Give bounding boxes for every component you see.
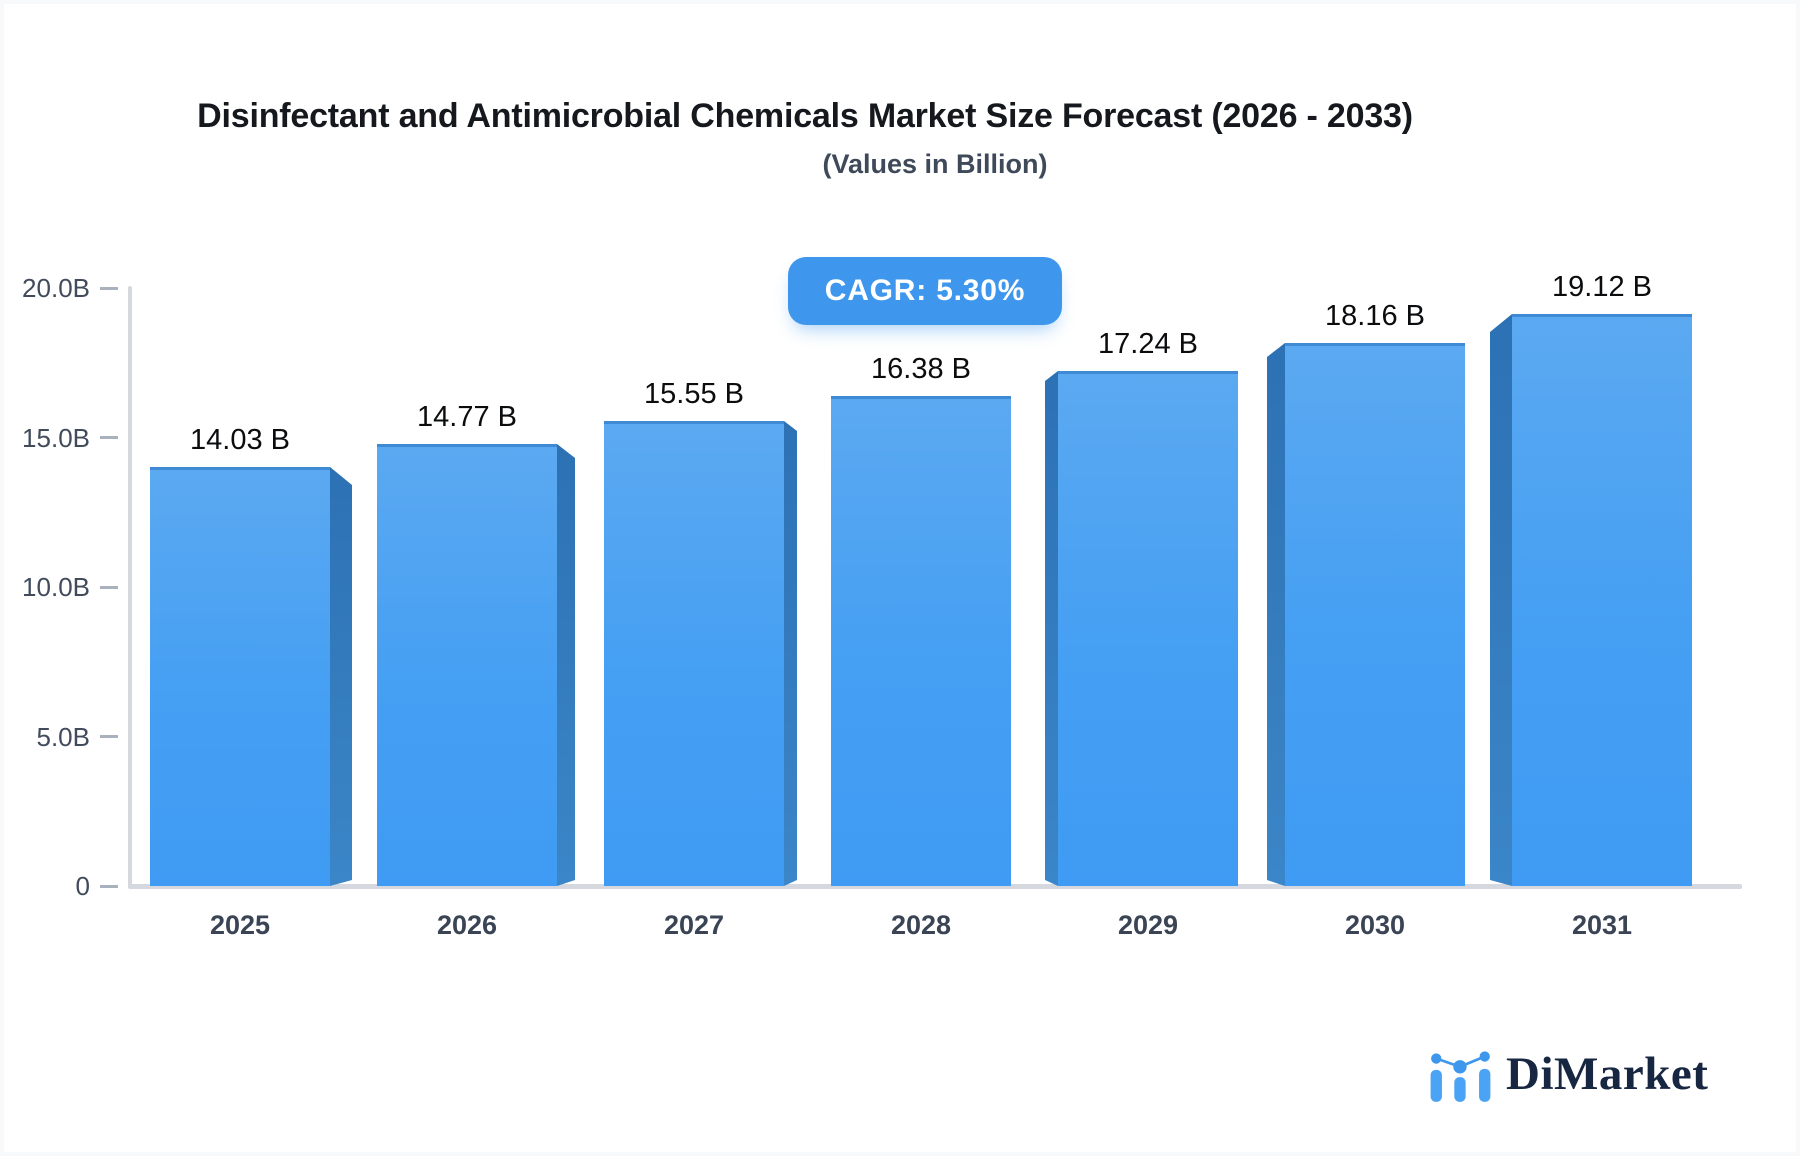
- y-tick-mark: [100, 585, 118, 589]
- bar-3d-side-2025: [330, 467, 352, 886]
- bar-2028: [831, 396, 1011, 886]
- chart-title: Disinfectant and Antimicrobial Chemicals…: [197, 97, 1413, 135]
- bar-value-label-2025: 14.03 B: [190, 424, 290, 456]
- bar-value-label-2026: 14.77 B: [417, 401, 517, 433]
- cagr-badge-label: CAGR: 5.30%: [824, 274, 1026, 307]
- brand-logo: DiMarket: [1428, 1038, 1708, 1110]
- y-axis-line: [128, 286, 132, 888]
- x-axis-line: [128, 884, 1742, 889]
- x-tick-label-2026: 2026: [436, 910, 498, 940]
- bar-value-label-2030: 18.16 B: [1325, 300, 1425, 332]
- bar-value-label-2027: 15.55 B: [644, 378, 744, 410]
- y-tick-mark: [100, 286, 118, 290]
- y-tick-mark: [100, 436, 118, 439]
- cagr-badge: CAGR: 5.30%: [788, 257, 1062, 325]
- bar-2029: [1058, 371, 1238, 886]
- chart-subtitle: (Values in Billion): [822, 149, 1048, 179]
- mini-bar-line-chart-icon: [1430, 1051, 1491, 1102]
- bar-2025: [150, 467, 330, 886]
- bar-value-label-2028: 16.38 B: [871, 353, 971, 385]
- x-tick-label-2025: 2025: [209, 910, 271, 940]
- bar-2030: [1285, 343, 1465, 886]
- bar-3d-side-2029: [1045, 371, 1058, 886]
- x-tick-label-2030: 2030: [1344, 910, 1406, 940]
- y-tick-label: 20.0B: [22, 273, 90, 303]
- bar-3d-side-2031: [1490, 314, 1512, 886]
- bar-3d-side-2026: [557, 444, 575, 886]
- y-tick-label: 15.0B: [22, 422, 90, 453]
- bar-3d-side-2030: [1267, 343, 1285, 886]
- bar-value-label-2031: 19.12 B: [1552, 271, 1652, 303]
- x-tick-label-2029: 2029: [1117, 910, 1179, 940]
- y-tick-mark: [100, 735, 118, 738]
- x-tick-label-2031: 2031: [1571, 910, 1633, 940]
- bar-2031: [1512, 314, 1692, 886]
- brand-logo-text: DiMarket: [1506, 1048, 1709, 1100]
- bar-2026: [377, 444, 557, 886]
- y-tick-label: 5.0B: [36, 721, 91, 752]
- y-tick-mark: [100, 884, 118, 888]
- x-tick-label-2027: 2027: [663, 910, 725, 940]
- bar-3d-side-2027: [784, 421, 797, 886]
- bar-2027: [604, 421, 784, 886]
- y-tick-label: 0: [75, 871, 90, 901]
- bar-value-label-2029: 17.24 B: [1098, 328, 1198, 360]
- y-tick-label: 10.0B: [22, 572, 90, 602]
- x-tick-label-2028: 2028: [890, 910, 952, 940]
